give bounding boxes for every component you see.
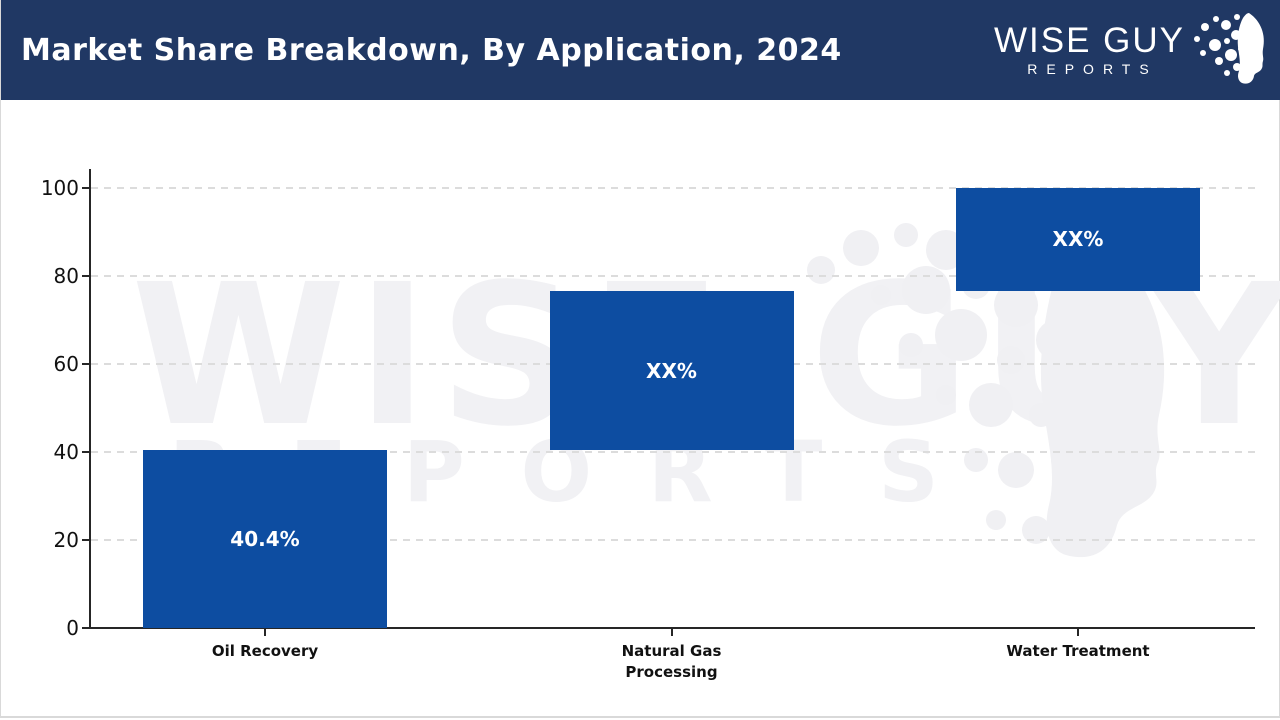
logo-wordmark: WISE GUY [993,21,1185,60]
x-axis-label-line: Natural Gas [621,642,722,660]
y-tick-label: 0 [66,616,79,640]
x-tick-mark [264,629,266,636]
y-axis-line [89,169,91,629]
y-tick-label: 60 [53,351,79,376]
gridline-20 [91,538,1255,541]
y-tick-label: 20 [53,527,79,552]
y-tick-label: 40 [53,439,79,464]
header-banner: Market Share Breakdown, By Application, … [1,0,1280,100]
chart-title: Market Share Breakdown, By Application, … [21,32,842,68]
y-tick-label: 100 [40,175,79,200]
dotted-head-icon [1194,13,1264,84]
gridline-100 [91,186,1255,189]
wiseguy-logo: WISE GUY REPORTS [994,9,1280,91]
bar-oil-recovery: 40.4% [143,450,387,628]
bar-water-treatment: XX% [956,187,1200,292]
x-tick-mark [670,629,673,636]
y-tick-mark [82,538,90,541]
bar-natural-gas-processing: XX% [549,291,794,451]
gridline-40 [91,450,1255,453]
logo-subtext: REPORTS [1027,61,1158,77]
y-tick-mark [82,627,90,629]
y-tick-label: 80 [53,263,79,288]
x-axis-label: Water Treatment [958,641,1198,662]
x-axis-label-line: Oil Recovery [211,642,319,660]
bar-value-label: XX% [1052,227,1104,252]
x-tick-mark [1077,629,1079,636]
bar-value-label: XX% [646,358,697,383]
y-tick-mark [82,362,90,365]
bar-value-label: 40.4% [230,527,300,551]
x-axis-line [87,627,1255,629]
x-axis-label-line: Water Treatment [1006,642,1150,660]
y-tick-mark [82,186,90,189]
x-axis-label-line: Processing [625,663,718,681]
gridline-80 [91,274,1255,277]
y-tick-mark [82,450,90,453]
x-axis-label: Natural Gas Processing [552,641,792,683]
x-axis-label: Oil Recovery [145,641,385,662]
logo-text: WISE GUY REPORTS [994,23,1185,77]
y-tick-mark [82,274,90,277]
